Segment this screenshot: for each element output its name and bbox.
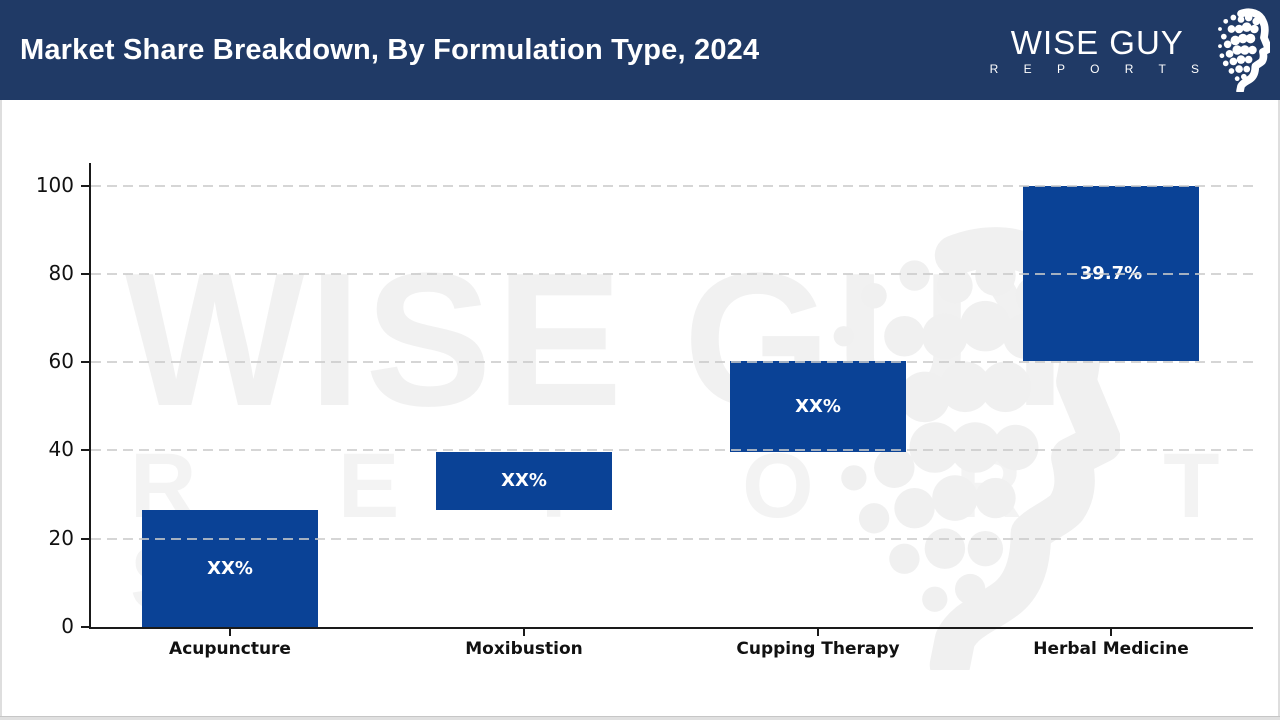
y-tick-mark (81, 184, 89, 187)
y-axis-spine (89, 163, 91, 629)
y-tick-label: 60 (48, 349, 74, 374)
gridline (91, 361, 1253, 364)
x-axis-spine (89, 627, 1253, 629)
logo-text: WISE GUY R E P O R T S (985, 26, 1210, 75)
y-tick-mark (81, 361, 89, 364)
wise-guy-logo: WISE GUY R E P O R T S (985, 0, 1270, 100)
x-category-label: Herbal Medicine (1033, 639, 1189, 659)
y-tick-mark (81, 449, 89, 452)
x-tick-mark (1110, 629, 1112, 636)
gridline (91, 272, 1253, 275)
bar-segment: XX% (436, 451, 612, 510)
bar-value-label: XX% (795, 395, 841, 417)
y-tick-label: 40 (48, 437, 74, 462)
x-category-label: Acupuncture (169, 639, 291, 659)
right-edge-border (1278, 100, 1280, 720)
gridline (91, 537, 1253, 540)
logo-wordmark: WISE GUY (1010, 23, 1184, 61)
y-tick-label: 80 (48, 260, 74, 285)
x-category-label: Moxibustion (465, 639, 583, 659)
logo-subtitle: R E P O R T S (989, 61, 1210, 76)
bar-segment: XX% (730, 360, 906, 452)
y-tick-mark (81, 537, 89, 540)
y-tick-mark (81, 272, 89, 275)
x-tick-mark (229, 629, 231, 636)
y-tick-label: 0 (61, 614, 74, 638)
y-tick-mark (81, 626, 89, 628)
y-tick-label: 100 (35, 172, 74, 197)
bottom-edge-border (0, 716, 1280, 720)
header-band: Market Share Breakdown, By Formulation T… (0, 0, 1280, 100)
bar-value-label: XX% (501, 470, 547, 492)
y-tick-label: 20 (48, 525, 74, 550)
left-edge-border (0, 100, 2, 720)
x-tick-mark (523, 629, 525, 636)
x-tick-mark (817, 629, 819, 636)
gridline (91, 449, 1253, 452)
gridline (91, 184, 1253, 187)
x-category-label: Cupping Therapy (736, 639, 900, 659)
chart-title: Market Share Breakdown, By Formulation T… (20, 33, 760, 66)
bar-segment: XX% (142, 510, 318, 627)
bar-value-label: XX% (207, 557, 253, 579)
logo-head-icon (1218, 8, 1270, 92)
